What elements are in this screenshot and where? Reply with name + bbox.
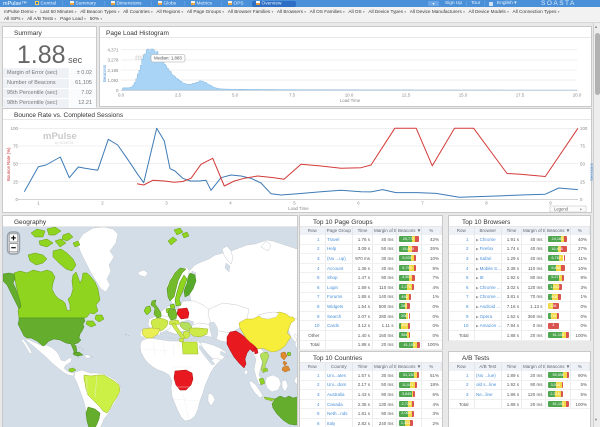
svg-text:3: 3 xyxy=(165,201,168,206)
svg-text:17.5: 17.5 xyxy=(516,93,525,98)
svg-text:75: 75 xyxy=(580,144,585,149)
svg-text:Bounce Rate (%): Bounce Rate (%) xyxy=(6,147,11,181)
svg-text:Load Time: Load Time xyxy=(288,206,309,211)
svg-text:1: 1 xyxy=(37,201,40,206)
svg-text:75: 75 xyxy=(13,144,18,149)
svg-text:50: 50 xyxy=(580,161,585,166)
svg-text:2: 2 xyxy=(101,201,104,206)
svg-text:7: 7 xyxy=(421,201,424,206)
svg-text:25: 25 xyxy=(13,179,18,184)
svg-text:12.5: 12.5 xyxy=(402,93,411,98)
svg-text:0: 0 xyxy=(16,197,19,202)
svg-text:Legend: Legend xyxy=(554,207,569,212)
svg-text:3,278: 3,278 xyxy=(108,58,120,63)
svg-text:25: 25 xyxy=(580,179,585,184)
svg-text:20.0: 20.0 xyxy=(573,93,582,98)
svg-text:15.0: 15.0 xyxy=(459,93,468,98)
svg-text:Median: 1,883: Median: 1,883 xyxy=(154,56,182,61)
svg-text:0: 0 xyxy=(580,197,583,202)
svg-text:Sessions: Sessions xyxy=(589,162,594,181)
svg-text:mPulse: mPulse xyxy=(43,131,77,142)
svg-text:50: 50 xyxy=(13,161,18,166)
svg-text:4,371: 4,371 xyxy=(108,48,120,53)
svg-text:6: 6 xyxy=(357,201,360,206)
svg-text:2,185: 2,185 xyxy=(108,68,120,73)
svg-text:5: 5 xyxy=(293,201,296,206)
svg-text:7.5: 7.5 xyxy=(289,93,296,98)
svg-text:0: 0 xyxy=(116,88,119,93)
svg-text:Beacons: Beacons xyxy=(102,64,107,82)
svg-text:1,092: 1,092 xyxy=(108,78,120,83)
svg-text:▾: ▾ xyxy=(580,208,582,212)
svg-text:5.0: 5.0 xyxy=(232,93,239,98)
svg-text:9: 9 xyxy=(549,201,552,206)
svg-text:4: 4 xyxy=(229,201,232,206)
svg-text:10.0: 10.0 xyxy=(345,93,354,98)
svg-text:100: 100 xyxy=(580,126,588,131)
svg-text:by SOASTA: by SOASTA xyxy=(55,141,74,145)
svg-text:100: 100 xyxy=(11,126,19,131)
svg-text:2.5: 2.5 xyxy=(175,93,182,98)
svg-text:8: 8 xyxy=(485,201,488,206)
svg-text:Load Time: Load Time xyxy=(340,98,361,103)
svg-text:0.0: 0.0 xyxy=(118,93,125,98)
